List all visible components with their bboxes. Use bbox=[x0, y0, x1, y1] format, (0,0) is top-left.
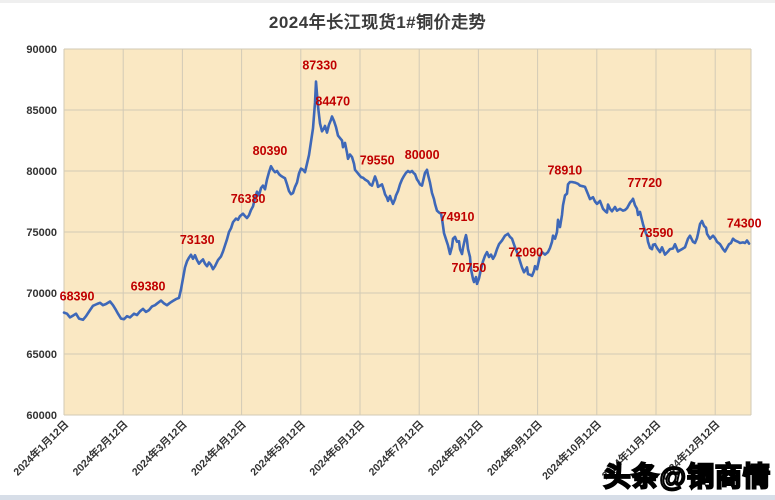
y-axis-tick-label: 70000 bbox=[26, 288, 57, 300]
x-axis-tick-label: 2024年8月12日 bbox=[425, 418, 485, 478]
data-label: 80000 bbox=[405, 148, 440, 162]
data-label: 72090 bbox=[508, 246, 543, 260]
data-label: 78910 bbox=[547, 163, 582, 177]
x-axis-tick-label: 2024年2月12日 bbox=[70, 418, 130, 478]
y-axis-tick-label: 90000 bbox=[26, 44, 57, 56]
chart-title: 2024年长江现货1#铜价走势 bbox=[268, 13, 487, 32]
data-label: 73590 bbox=[639, 226, 674, 240]
data-label: 76380 bbox=[231, 192, 266, 206]
x-axis-tick-label: 2024年9月12日 bbox=[484, 418, 544, 478]
x-axis-tick-label: 2024年10月12日 bbox=[539, 418, 604, 483]
data-label: 74910 bbox=[440, 210, 475, 224]
x-axis-tick-label: 2024年7月12日 bbox=[366, 418, 426, 478]
watermark-badge: 头条@铜商情 bbox=[603, 461, 771, 493]
data-label: 74300 bbox=[727, 217, 762, 231]
x-axis-tick-label: 2024年6月12日 bbox=[307, 418, 367, 478]
data-label: 69380 bbox=[131, 280, 166, 294]
y-axis-tick-label: 60000 bbox=[26, 410, 57, 422]
bottom-edge-strip bbox=[0, 495, 775, 500]
y-axis-tick-label: 75000 bbox=[26, 227, 57, 239]
data-label: 79550 bbox=[360, 153, 395, 167]
y-axis-tick-label: 65000 bbox=[26, 349, 57, 361]
x-axis-tick-label: 2024年4月12日 bbox=[188, 418, 248, 478]
y-axis-tick-label: 85000 bbox=[26, 105, 57, 117]
y-axis-tick-label: 80000 bbox=[26, 166, 57, 178]
x-axis-tick-label: 2024年3月12日 bbox=[129, 418, 189, 478]
price-line bbox=[62, 80, 751, 322]
top-edge-strip bbox=[0, 0, 775, 3]
data-label: 77720 bbox=[627, 176, 662, 190]
data-label: 84470 bbox=[315, 94, 350, 108]
data-label: 68390 bbox=[60, 290, 95, 304]
x-axis-tick-label: 2024年1月12日 bbox=[11, 418, 71, 478]
x-axis-tick-label: 2024年5月12日 bbox=[248, 418, 308, 478]
data-label: 87330 bbox=[302, 59, 337, 73]
data-label: 70750 bbox=[452, 261, 487, 275]
data-label: 80390 bbox=[253, 144, 288, 158]
data-label: 73130 bbox=[180, 233, 215, 247]
